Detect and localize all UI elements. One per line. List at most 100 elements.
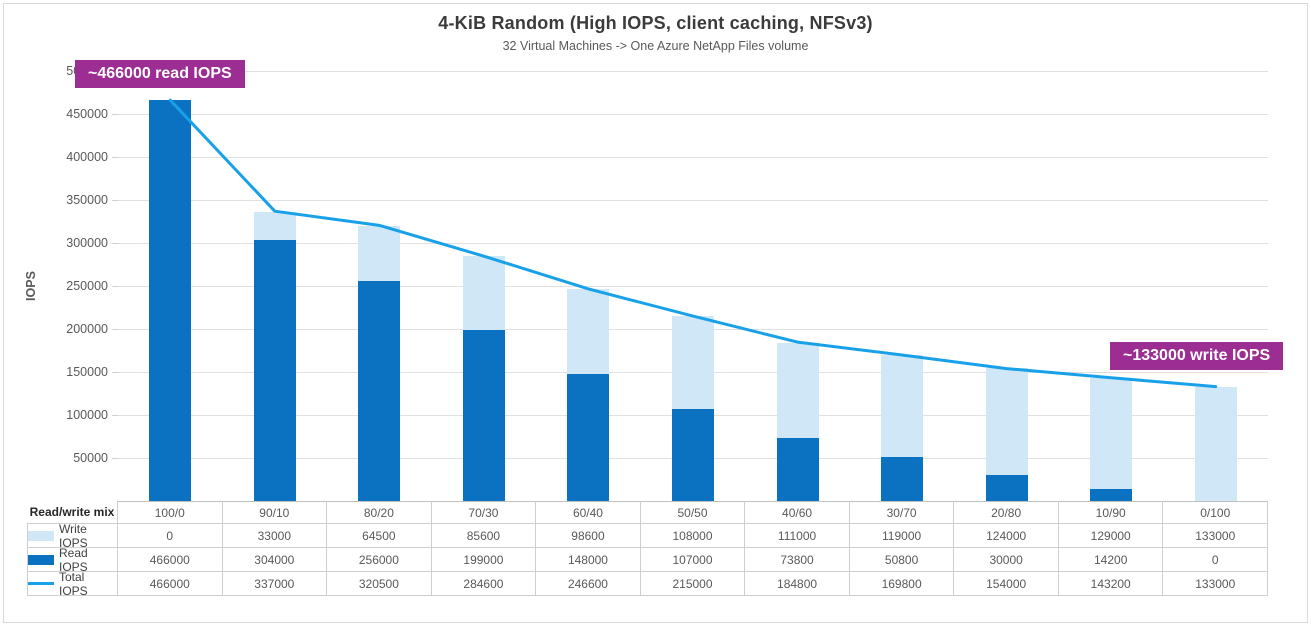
bar-write-60/40 — [567, 289, 609, 374]
table-value-write-iops-20/80: 124000 — [954, 524, 1059, 548]
y-tick-label: 150000 — [66, 365, 108, 379]
table-row-label-write-iops: Write IOPS — [27, 521, 118, 550]
legend-swatch-write-iops — [28, 530, 54, 541]
gridline-300000 — [118, 243, 1268, 244]
bar-write-90/10 — [254, 212, 296, 240]
gridline-500000 — [118, 71, 1268, 72]
gridline-450000 — [118, 114, 1268, 115]
legend-label: Total IOPS — [59, 569, 88, 598]
y-axis-tick — [112, 372, 118, 373]
legend-swatch-total-iops — [28, 582, 54, 585]
table-category-50/50: 50/50 — [640, 501, 746, 524]
bar-read-40/60 — [777, 438, 819, 501]
y-axis-tick — [112, 157, 118, 158]
table-value-read-iops-10/90: 14200 — [1058, 548, 1164, 572]
y-axis-tick — [112, 114, 118, 115]
bar-write-20/80 — [986, 368, 1028, 475]
y-tick-label: 200000 — [66, 322, 108, 336]
table-value-write-iops-10/90: 129000 — [1058, 524, 1164, 548]
y-axis-tick — [112, 329, 118, 330]
y-tick-label: 250000 — [66, 279, 108, 293]
table-category-30/70: 30/70 — [849, 501, 955, 524]
gridline-350000 — [118, 200, 1268, 201]
chart-data-table: Read/write mix 100/0 90/10 80/20 70/30 60/40 5… — [27, 501, 1269, 598]
y-axis-tick-labels: 50000 100000 150000 200000 250000 300000 35000… — [0, 64, 108, 501]
table-category-20/80: 20/80 — [954, 501, 1059, 524]
table-value-total-iops-20/80: 154000 — [954, 572, 1059, 596]
table-value-total-iops-10/90: 143200 — [1058, 572, 1164, 596]
y-axis-tick — [112, 243, 118, 244]
table-value-write-iops-80/20: 64500 — [327, 524, 432, 548]
table-value-read-iops-30/70: 50800 — [849, 548, 955, 572]
table-value-total-iops-90/10: 337000 — [222, 572, 328, 596]
table-value-write-iops-90/10: 33000 — [222, 524, 328, 548]
table-category-90/10: 90/10 — [222, 501, 328, 524]
table-value-total-iops-80/20: 320500 — [327, 572, 432, 596]
plot-area — [112, 71, 1268, 501]
bar-write-80/20 — [358, 226, 400, 281]
bar-write-50/50 — [672, 316, 714, 409]
table-value-read-iops-70/30: 199000 — [431, 548, 537, 572]
bar-read-20/80 — [986, 475, 1028, 501]
table-value-write-iops-60/40: 98600 — [536, 524, 641, 548]
table-value-total-iops-50/50: 215000 — [640, 572, 746, 596]
chart-title: 4-KiB Random (High IOPS, client caching,… — [438, 13, 873, 33]
bar-read-60/40 — [567, 374, 609, 501]
y-axis-tick — [112, 200, 118, 201]
annotation-read-iops: ~466000 read IOPS — [75, 60, 245, 88]
y-axis-tick — [112, 415, 118, 416]
table-value-read-iops-40/60: 73800 — [745, 548, 850, 572]
annotation-write-iops: ~133000 write IOPS — [1110, 342, 1284, 370]
bar-write-70/30 — [463, 256, 505, 330]
bar-read-90/10 — [254, 240, 296, 501]
gridline-400000 — [118, 157, 1268, 158]
bar-read-50/50 — [672, 409, 714, 501]
table-value-total-iops-60/40: 246600 — [536, 572, 641, 596]
y-tick-label: 350000 — [66, 193, 108, 207]
bar-read-70/30 — [463, 330, 505, 501]
bar-write-0/100 — [1195, 387, 1237, 501]
table-row-label-read-iops: Read IOPS — [27, 545, 118, 574]
table-value-total-iops-30/70: 169800 — [849, 572, 955, 596]
gridline-250000 — [118, 286, 1268, 287]
bar-read-80/20 — [358, 281, 400, 501]
table-value-read-iops-60/40: 148000 — [536, 548, 641, 572]
table-value-read-iops-90/10: 304000 — [222, 548, 328, 572]
table-value-read-iops-50/50: 107000 — [640, 548, 746, 572]
y-tick-label: 50000 — [73, 451, 108, 465]
table-category-100/0: 100/0 — [118, 501, 223, 524]
table-value-total-iops-0/100: 133000 — [1163, 572, 1269, 596]
table-value-write-iops-30/70: 119000 — [849, 524, 955, 548]
chart-subtitle: 32 Virtual Machines -> One Azure NetApp … — [502, 39, 809, 53]
table-category-80/20: 80/20 — [327, 501, 432, 524]
bar-write-10/90 — [1090, 378, 1132, 489]
bar-write-30/70 — [881, 355, 923, 457]
table-value-write-iops-40/60: 111000 — [745, 524, 850, 548]
legend-label: Read IOPS — [59, 545, 88, 574]
y-tick-label: 100000 — [66, 408, 108, 422]
table-row-label-total-iops: Total IOPS — [27, 569, 118, 598]
table-value-total-iops-70/30: 284600 — [431, 572, 537, 596]
table-value-write-iops-70/30: 85600 — [431, 524, 537, 548]
bar-write-40/60 — [777, 343, 819, 438]
table-value-write-iops-50/50: 108000 — [640, 524, 746, 548]
table-row-header-label: Read/write mix — [27, 501, 118, 524]
table-value-write-iops-100/0: 0 — [118, 524, 223, 548]
table-category-40/60: 40/60 — [745, 501, 850, 524]
table-value-total-iops-40/60: 184800 — [745, 572, 850, 596]
total-iops-line — [168, 98, 1218, 389]
table-category-70/30: 70/30 — [431, 501, 537, 524]
bar-read-100/0 — [149, 100, 191, 501]
legend-label: Write IOPS — [59, 521, 88, 550]
y-axis-tick — [112, 286, 118, 287]
table-category-60/40: 60/40 — [536, 501, 641, 524]
table-value-read-iops-100/0: 466000 — [118, 548, 223, 572]
bar-read-10/90 — [1090, 489, 1132, 501]
y-tick-label: 450000 — [66, 107, 108, 121]
table-value-write-iops-0/100: 133000 — [1163, 524, 1269, 548]
table-category-10/90: 10/90 — [1058, 501, 1164, 524]
legend-swatch-read-iops — [28, 554, 54, 565]
bar-read-30/70 — [881, 457, 923, 501]
table-category-0/100: 0/100 — [1163, 501, 1269, 524]
y-tick-label: 400000 — [66, 150, 108, 164]
